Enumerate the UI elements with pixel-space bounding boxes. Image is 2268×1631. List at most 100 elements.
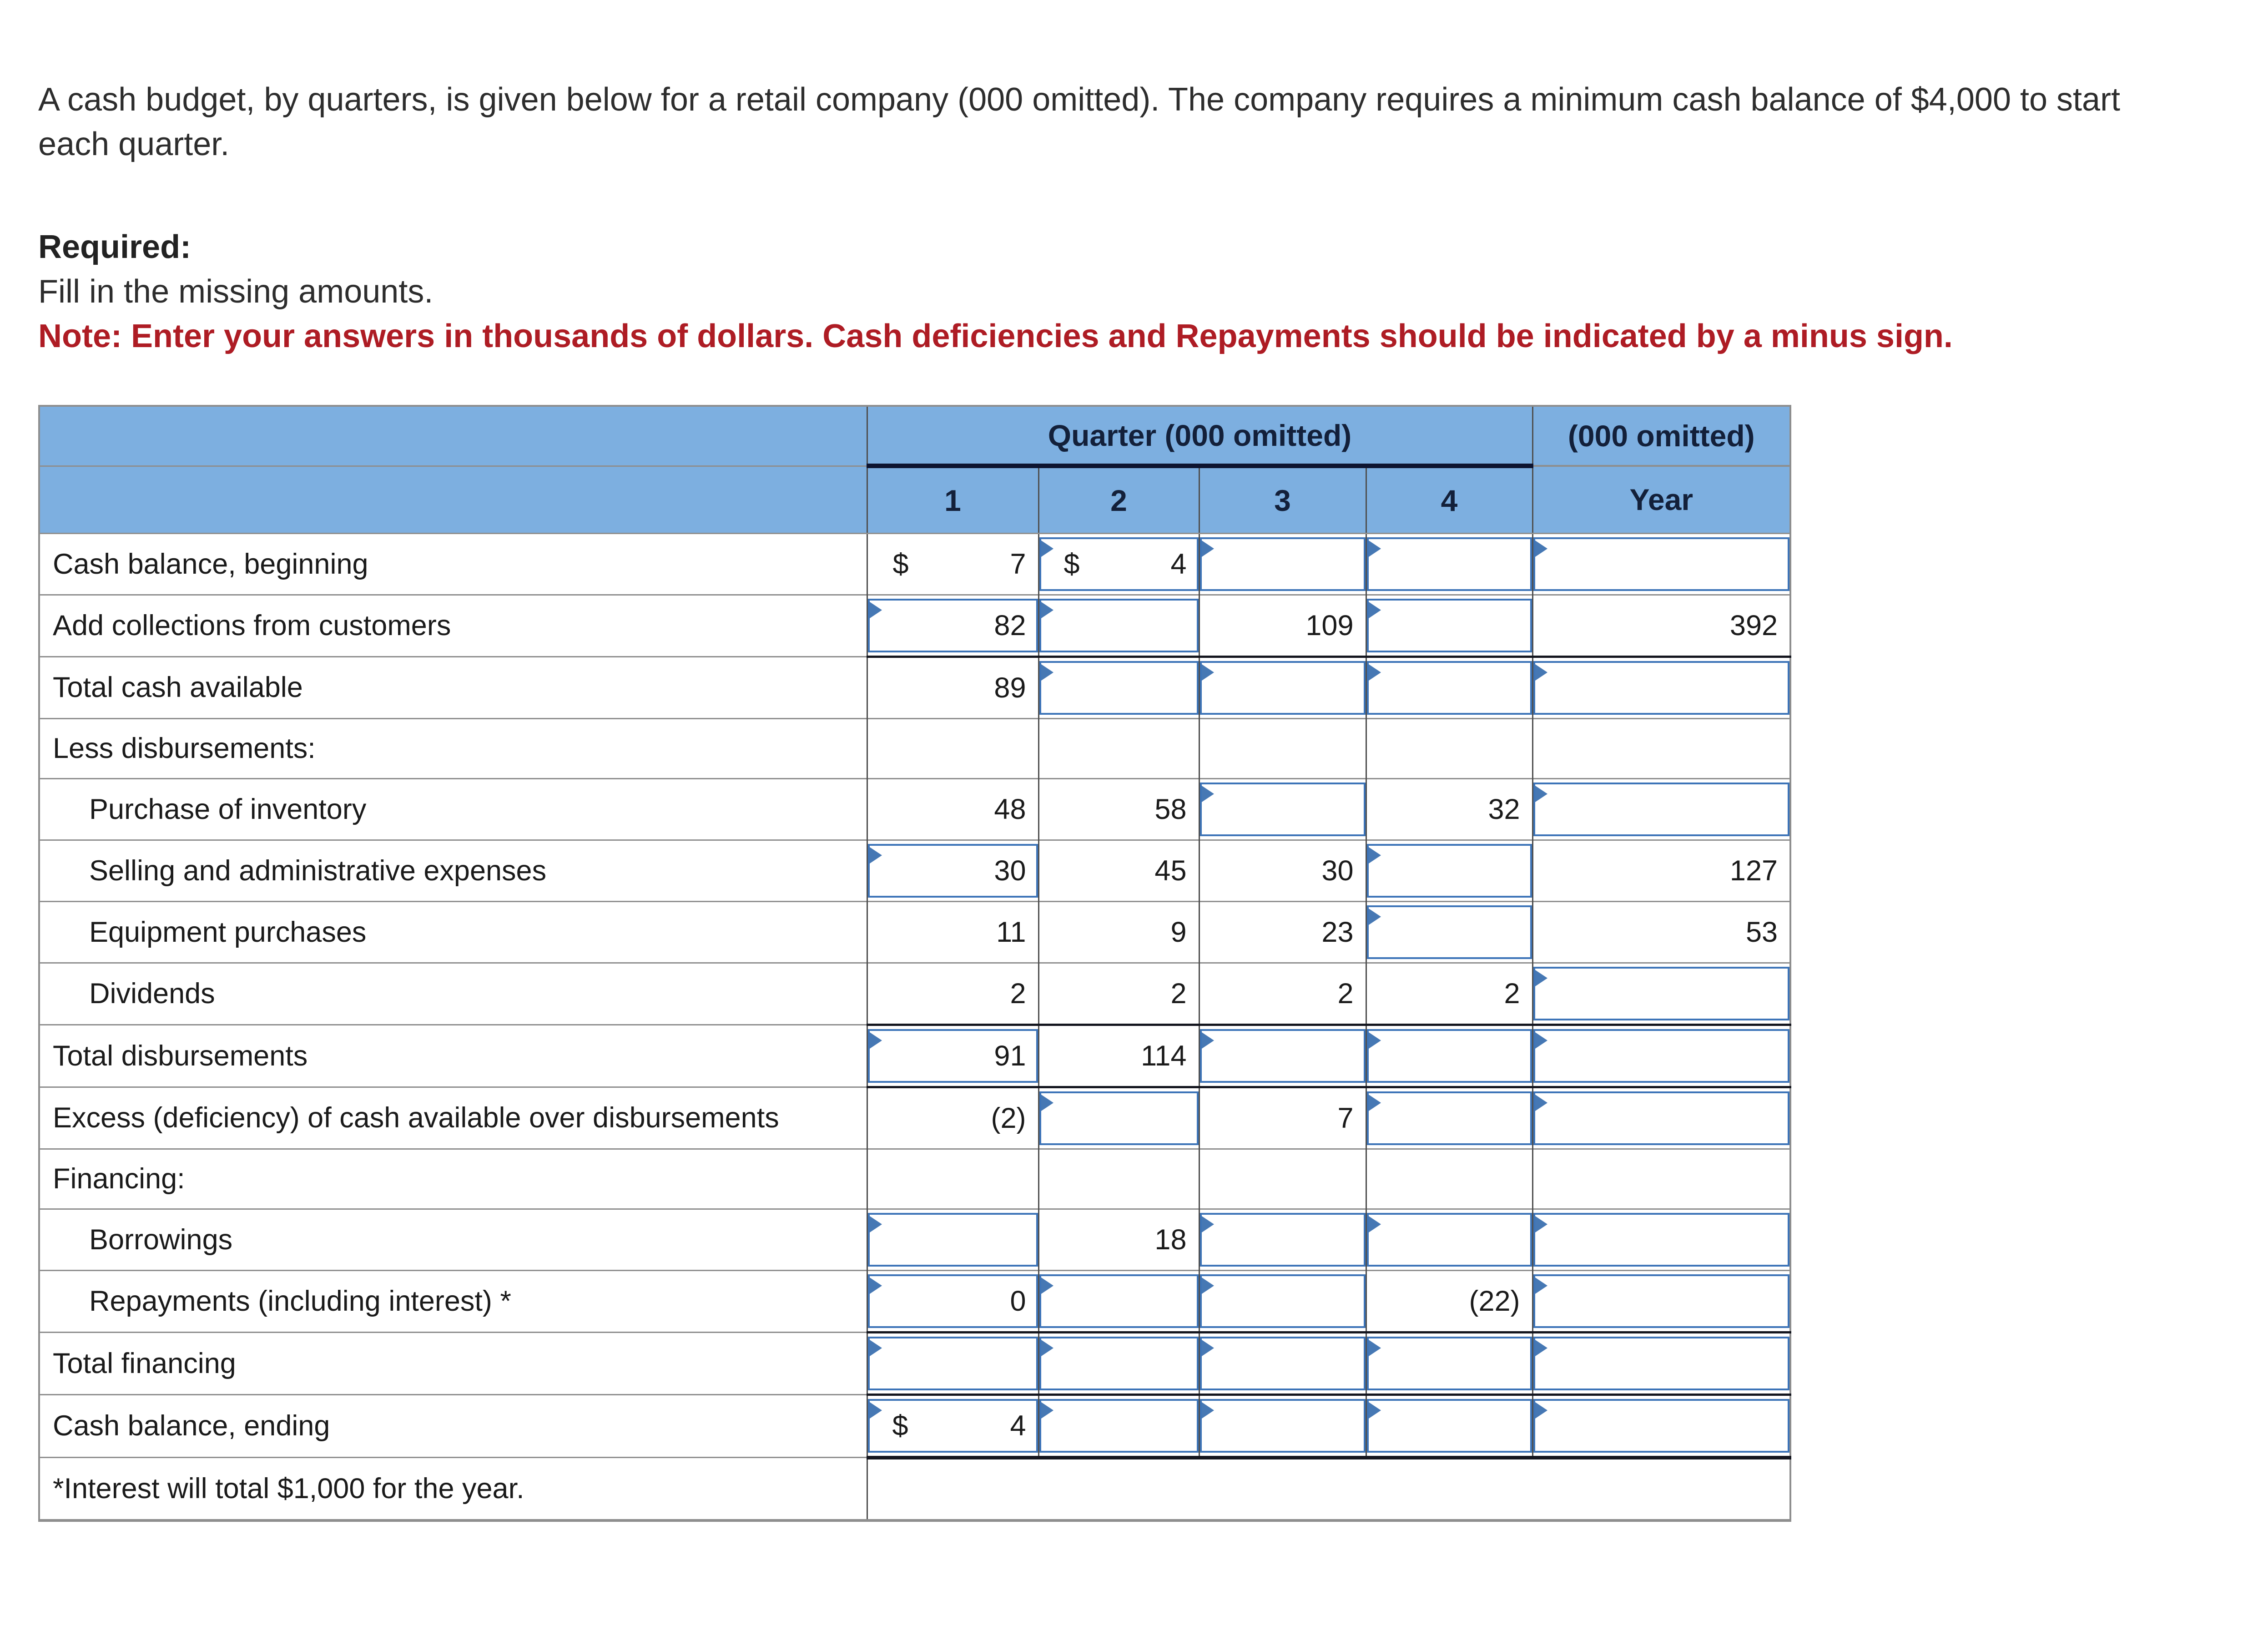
value-cell-q2: 18 [1038,1208,1200,1270]
answer-input-year[interactable] [1533,1274,1790,1328]
answer-input-q4[interactable] [1366,1336,1532,1390]
answer-input-year[interactable] [1533,966,1790,1020]
answer-input-q3[interactable] [1200,1029,1366,1083]
answer-flag-icon [1041,664,1053,681]
answer-value: 4 [1010,1409,1026,1442]
quarter-group-header: Quarter (000 omitted) [867,405,1533,468]
table-row: Repayments (including interest) * 0 (22) [38,1269,1792,1332]
value-cell-q3 [1199,655,1367,718]
answer-input-q4[interactable] [1366,537,1532,591]
value-cell-q1 [867,1148,1039,1209]
answer-input-q1[interactable]: 0 [867,1274,1038,1328]
answer-flag-icon [869,1032,882,1049]
answer-flag-icon [869,1277,882,1294]
currency-symbol: $ [1063,548,1080,580]
row-label: Borrowings [38,1208,868,1270]
answer-input-q4[interactable] [1366,843,1532,898]
answer-input-q3[interactable] [1200,1212,1366,1267]
answer-flag-icon [1201,540,1214,557]
value-cell-year [1532,778,1792,840]
table-row: Purchase of inventory 48 58 32 [38,778,1792,840]
given-value-text: 2 [1504,977,1520,1010]
given-value: 23 [1200,903,1366,961]
table-row: Equipment purchases 11 9 23 53 [38,900,1792,963]
value-cell-q3: 2 [1199,962,1367,1025]
answer-input-q4[interactable] [1366,905,1532,959]
answer-input-q4[interactable] [1366,1091,1532,1145]
value-cell-year: 53 [1532,900,1792,963]
given-value: 9 [1039,903,1199,961]
answer-input-year[interactable] [1533,782,1790,836]
answer-input-q2[interactable] [1039,1399,1199,1453]
answer-input-q3[interactable] [1200,1399,1366,1453]
answer-input-q1[interactable]: 82 [867,598,1038,652]
answer-input-year[interactable] [1533,661,1790,715]
value-cell-year [1532,532,1792,595]
answer-flag-icon [1535,1402,1547,1419]
answer-input-q4[interactable] [1366,598,1532,652]
value-cell-year: 127 [1532,839,1792,901]
answer-input-q2[interactable] [1039,1336,1199,1390]
answer-flag-icon [1041,1339,1053,1356]
answer-input-q3[interactable] [1200,661,1366,715]
value-cell-q4 [1366,900,1533,963]
given-value-text: 30 [1321,854,1354,887]
answer-input-q2[interactable] [1039,598,1199,652]
value-cell-q1: $7 [867,532,1039,595]
value-cell-q3 [1199,1331,1367,1394]
answer-flag-icon [1535,1339,1547,1356]
answer-input-q1[interactable] [867,1212,1038,1267]
given-value-text: 127 [1729,854,1778,887]
table-row: Cash balance, ending $4 [38,1393,1792,1459]
column-header-q4: 4 [1366,466,1533,534]
answer-input-q3[interactable] [1200,782,1366,836]
answer-input-q1[interactable]: 30 [867,843,1038,898]
answer-input-q4[interactable] [1366,1399,1532,1453]
answer-input-q1[interactable] [867,1336,1038,1390]
answer-input-year[interactable] [1533,1212,1790,1267]
column-header-q2: 2 [1038,466,1200,534]
answer-input-year[interactable] [1533,1336,1790,1390]
value-cell-q4 [1366,717,1533,778]
value-cell-year [1532,1269,1792,1332]
answer-input-q4[interactable] [1366,1212,1532,1267]
answer-input-q1[interactable]: $4 [867,1399,1038,1453]
answer-input-q4[interactable] [1366,661,1532,715]
given-value-text: 2 [1010,977,1026,1010]
answer-input-q2[interactable]: $4 [1039,537,1199,591]
answer-input-q4[interactable] [1366,1029,1532,1083]
answer-input-q3[interactable] [1200,1274,1366,1328]
answer-input-year[interactable] [1533,537,1790,591]
value-cell-q4 [1366,1086,1533,1149]
value-cell-q3: 30 [1199,839,1367,901]
value-cell-q3 [1199,1208,1367,1270]
given-value: 48 [868,780,1038,838]
table-row: Excess (deficiency) of cash available ov… [38,1086,1792,1149]
table-row: Cash balance, beginning $7 $4 [38,532,1792,595]
answer-input-q3[interactable] [1200,537,1366,591]
answer-flag-icon [869,601,882,618]
given-value: $7 [868,535,1038,593]
answer-input-q2[interactable] [1039,1274,1199,1328]
table-row: Total disbursements 91 114 [38,1023,1792,1087]
answer-flag-icon [1368,1032,1381,1049]
answer-input-year[interactable] [1533,1091,1790,1145]
answer-input-q1[interactable]: 91 [867,1029,1038,1083]
value-cell-q1 [867,1208,1039,1270]
table-row: Financing: [38,1148,1792,1209]
value-cell-q3: 23 [1199,900,1367,963]
required-instruction: Fill in the missing amounts. [38,273,433,310]
row-label: Purchase of inventory [38,778,868,840]
given-value-text: 114 [1141,1040,1187,1072]
answer-flag-icon [1368,1339,1381,1356]
given-value: 392 [1533,596,1790,655]
answer-input-year[interactable] [1533,1399,1790,1453]
answer-input-q2[interactable] [1039,661,1199,715]
answer-input-year[interactable] [1533,1029,1790,1083]
answer-input-q3[interactable] [1200,1336,1366,1390]
answer-value: 82 [994,609,1026,641]
value-cell-q3 [1199,778,1367,840]
answer-input-q2[interactable] [1039,1091,1199,1145]
table-row: Borrowings 18 [38,1208,1792,1270]
footnote-label: *Interest will total $1,000 for the year… [38,1457,868,1522]
